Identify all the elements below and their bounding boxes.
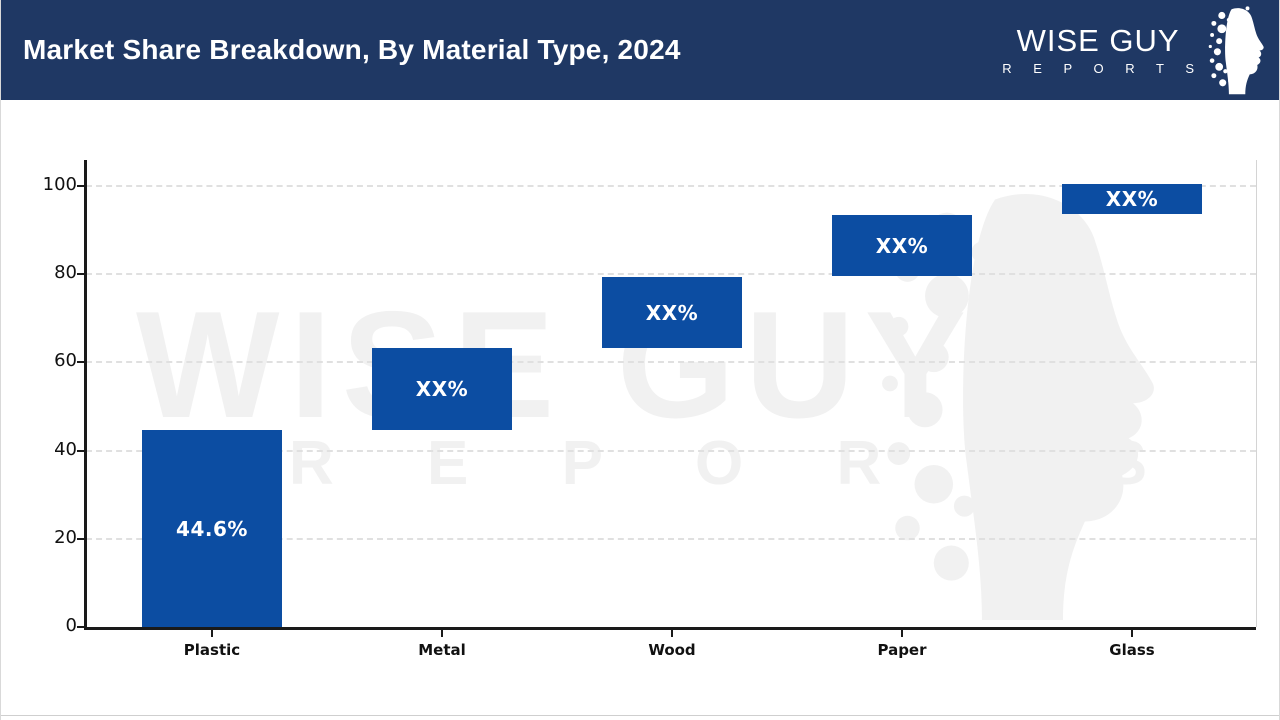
- y-tick-mark-60: [77, 361, 86, 364]
- gridline-80: [86, 273, 1256, 276]
- bar-metal: XX%: [372, 348, 512, 431]
- wiseguy-face-icon: [1208, 6, 1264, 95]
- x-tick-mark-wood: [671, 629, 673, 637]
- gridline-40: [86, 449, 1256, 452]
- x-tick-label-plastic: Plastic: [132, 641, 292, 659]
- x-tick-label-glass: Glass: [1052, 641, 1212, 659]
- bar-paper: XX%: [832, 215, 972, 276]
- y-tick-label-0: 0: [29, 615, 77, 636]
- y-tick-mark-80: [77, 273, 86, 276]
- bar-plastic: 44.6%: [142, 430, 282, 627]
- bar-glass: XX%: [1062, 184, 1202, 215]
- bar-wood: XX%: [602, 276, 742, 349]
- y-tick-label-20: 20: [29, 527, 77, 548]
- bar-value-label-paper: XX%: [875, 233, 929, 258]
- x-tick-label-metal-text: Metal: [418, 641, 466, 659]
- bar-value-label-wood: XX%: [645, 300, 699, 325]
- wiseguy-logo-secondary: R E P O R T S: [1002, 61, 1203, 76]
- y-tick-label-60: 60: [29, 350, 77, 371]
- y-tick-mark-0: [77, 626, 86, 628]
- watermark-text-primary: WISE GUY: [136, 280, 977, 450]
- right-spine: [1256, 160, 1257, 627]
- y-tick-label-40-text: 40: [54, 438, 77, 460]
- x-tick-label-metal: Metal: [362, 641, 522, 659]
- x-tick-label-paper: Paper: [822, 641, 982, 659]
- x-tick-label-glass-text: Glass: [1109, 641, 1155, 659]
- bar-value-label-metal: XX%: [415, 377, 469, 402]
- y-tick-mark-100: [77, 185, 86, 187]
- gridline-20: [86, 537, 1256, 540]
- x-tick-label-plastic-text: Plastic: [183, 641, 241, 659]
- y-tick-label-20-text: 20: [54, 526, 77, 548]
- wiseguy-logo-primary: WISE GUY: [1016, 23, 1180, 58]
- gridline-100: [86, 185, 1256, 187]
- gridline-60: [86, 361, 1256, 364]
- y-tick-label-60-text: 60: [54, 350, 77, 372]
- y-tick-label-100: 100: [29, 174, 77, 195]
- y-tick-label-0-text: 0: [65, 615, 77, 636]
- y-tick-label-100-text: 100: [42, 174, 77, 195]
- page-title: Market Share Breakdown, By Material Type…: [23, 34, 681, 65]
- y-tick-label-80-text: 80: [54, 262, 77, 284]
- y-tick-label-80: 80: [29, 262, 77, 283]
- footer-divider: [1, 715, 1279, 716]
- watermark-face-icon: [882, 185, 1154, 620]
- waterfall-chart: 0 20 40 60 80 100 44.6% Plastic XX% Metal XX% Wood X…: [1, 100, 1279, 716]
- x-tick-label-wood-text: Wood: [648, 641, 696, 659]
- y-tick-mark-40: [77, 449, 86, 452]
- x-tick-mark-paper: [901, 629, 903, 637]
- x-tick-mark-plastic: [211, 629, 213, 637]
- y-axis-spine: [84, 160, 87, 629]
- x-tick-label-wood: Wood: [592, 641, 752, 659]
- y-tick-mark-20: [77, 537, 86, 540]
- bar-value-label-plastic: 44.6%: [176, 516, 248, 541]
- x-tick-mark-metal: [441, 629, 443, 637]
- x-tick-mark-glass: [1131, 629, 1133, 637]
- bar-value-label-glass: XX%: [1105, 187, 1159, 212]
- y-tick-label-40: 40: [29, 439, 77, 460]
- header-bar: Market Share Breakdown, By Material Type…: [1, 0, 1279, 100]
- x-axis-spine: [84, 627, 1256, 630]
- x-tick-label-paper-text: Paper: [877, 641, 927, 659]
- wiseguy-logo-text: WISE GUY R E P O R T S: [993, 25, 1203, 75]
- wiseguy-logo: WISE GUY R E P O R T S: [993, 5, 1267, 95]
